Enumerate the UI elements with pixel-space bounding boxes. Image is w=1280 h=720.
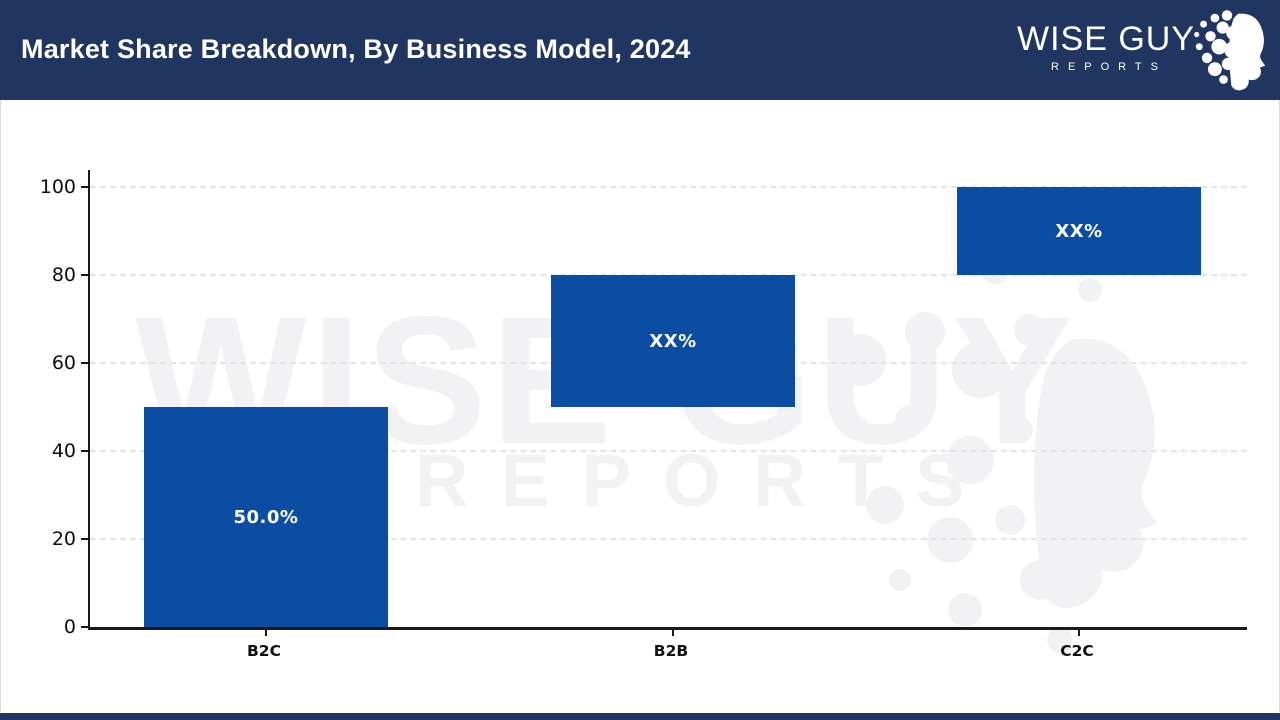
y-axis-tick [81, 626, 88, 628]
y-axis-tick-label: 100 [39, 176, 76, 198]
bar-b2c: 50.0% [143, 407, 388, 627]
gridline [90, 186, 1247, 188]
y-axis-tick [81, 274, 88, 276]
y-axis-tick [81, 538, 88, 540]
x-axis-label-c2c: C2C [1060, 642, 1094, 660]
logo-text: WISE GUY REPORTS [1016, 20, 1196, 73]
y-axis-tick-label: 20 [51, 528, 76, 550]
x-axis-tick [1078, 630, 1080, 636]
x-axis-label-b2c: B2C [246, 642, 281, 660]
x-axis-label-b2b: B2B [653, 642, 689, 660]
chart-title: Market Share Breakdown, By Business Mode… [21, 34, 691, 64]
bar-value-label: XX% [1055, 220, 1103, 242]
bar-value-label: XX% [649, 330, 697, 352]
x-axis-tick [672, 630, 674, 636]
x-axis-tick [264, 630, 267, 636]
header-bar: Market Share Breakdown, By Business Mode… [0, 0, 1280, 100]
y-axis-tick-label: 0 [63, 616, 76, 638]
logo-wordmark: WISE GUY [1016, 20, 1196, 58]
y-axis-tick-label: 80 [51, 264, 76, 286]
logo-subtitle: REPORTS [1051, 60, 1167, 73]
wiseguy-head-icon [1194, 10, 1266, 91]
y-axis-tick [81, 450, 88, 452]
y-axis-tick [81, 362, 88, 364]
y-axis-tick-label: 40 [51, 440, 76, 462]
bar-value-label: 50.0% [233, 506, 299, 528]
y-axis-tick-label: 60 [51, 352, 76, 374]
gridline [90, 538, 1247, 540]
footer-bar [0, 713, 1280, 720]
y-axis-tick [81, 186, 88, 188]
wiseguy-logo: WISE GUY REPORTS [1016, 8, 1266, 92]
bar-b2b: XX% [551, 275, 795, 407]
gridline [90, 450, 1247, 452]
bar-c2c: XX% [956, 187, 1201, 275]
plot-area: 50.0% XX% XX% [81, 170, 1247, 636]
